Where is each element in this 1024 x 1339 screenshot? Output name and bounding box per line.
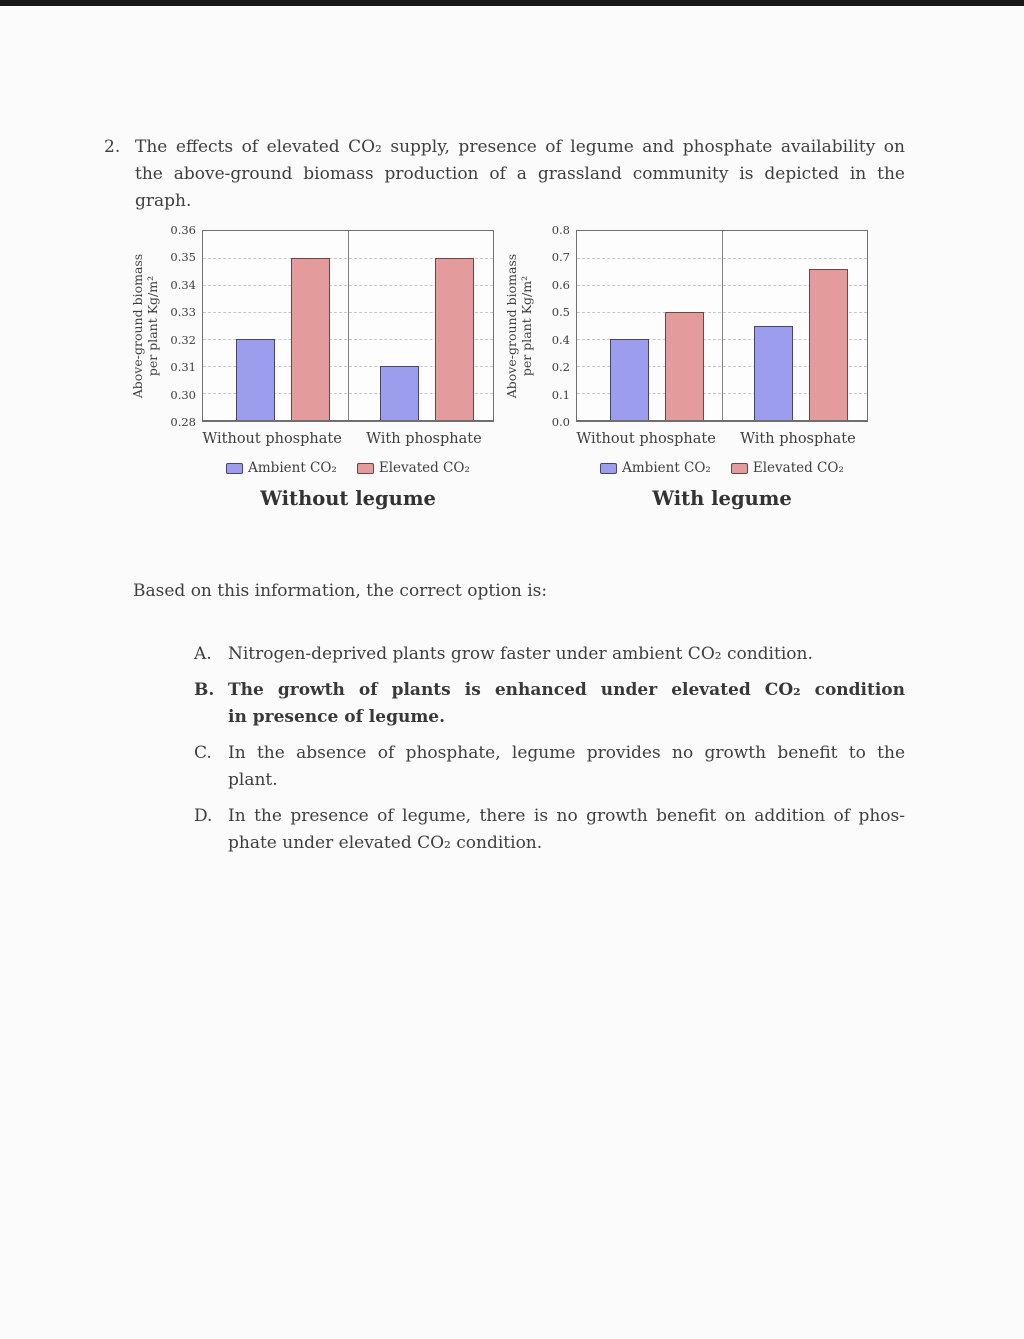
y-axis-ticks: 0.8 0.7 0.6 0.5 0.4 0.2 0.1 0.0 [536, 224, 576, 428]
option-d-letter: D. [194, 806, 213, 826]
y-tick-label: 0.8 [551, 223, 570, 237]
x-group-labels: Without phosphate With phosphate [202, 431, 494, 451]
group-divider-line [722, 231, 723, 420]
legend-item: Ambient CO₂ [226, 460, 337, 476]
bar-ambient-co2 [610, 339, 650, 420]
question-number: 2. [104, 137, 121, 157]
y-tick-label: 0.32 [170, 332, 196, 347]
bar-elevated-co2 [435, 258, 474, 420]
plot-area [202, 230, 494, 422]
legend-item: Elevated CO₂ [356, 460, 470, 476]
y-tick-label: 0.31 [170, 360, 196, 375]
y-tick-label: 0.2 [551, 360, 570, 375]
group-divider-line [348, 231, 349, 420]
y-tick-label: 0.36 [170, 223, 196, 237]
y-tick-label: 0.7 [551, 250, 570, 265]
y-axis-ticks: 0.36 0.35 0.34 0.33 0.32 0.31 0.30 0.28 [162, 224, 202, 428]
chart-title: With legume [652, 487, 792, 510]
y-tick-label: 0.4 [551, 332, 570, 347]
option-b: B. The growth of plants is enhanced unde… [194, 677, 905, 731]
stem-text: Based on this information, the correct o… [133, 581, 548, 601]
option-d: D. In the presence of legume, there is n… [194, 803, 905, 857]
legend-item: Elevated CO₂ [730, 460, 844, 476]
chart-without-legume: Above-ground biomass per plant Kg/m² 0.36 0… [128, 224, 494, 510]
y-axis-title-text: Above-ground biomass per plant Kg/m² [504, 253, 534, 399]
bar-ambient-co2 [236, 339, 276, 420]
option-c-text: In the absence of phosphate, legume prov… [228, 743, 905, 763]
legend: Ambient CO₂ Elevated CO₂ [576, 458, 868, 478]
chart-axes: Above-ground biomass per plant Kg/m² 0.36 0… [128, 224, 494, 428]
x-group-labels: Without phosphate With phosphate [576, 431, 868, 451]
y-tick-label: 0.35 [170, 250, 196, 265]
y-tick-label: 0.1 [551, 387, 570, 402]
legend-swatch [600, 462, 618, 474]
bar-ambient-co2 [379, 366, 419, 420]
legend: Ambient CO₂ Elevated CO₂ [202, 458, 494, 478]
y-tick-label: 0.0 [551, 415, 570, 429]
legend-label: Ambient CO₂ [622, 460, 711, 476]
y-tick-label: 0.34 [170, 277, 196, 292]
x-group-label: With phosphate [366, 431, 482, 447]
bar-elevated-co2 [665, 312, 705, 420]
chart-axes: Above-ground biomass per plant Kg/m² 0.8 0.… [502, 224, 868, 428]
y-axis-title-text: Above-ground biomass per plant Kg/m² [130, 253, 160, 399]
bar-elevated-co2 [809, 268, 848, 420]
y-tick-label: 0.6 [551, 277, 570, 292]
x-group-label: With phosphate [740, 431, 856, 447]
option-d-text: In the presence of legume, there is no g… [228, 806, 905, 826]
option-b-text: The growth of plants is enhanced under e… [228, 680, 905, 700]
legend-swatch [226, 462, 244, 474]
y-tick-label: 0.5 [551, 305, 570, 320]
y-axis-title: Above-ground biomass per plant Kg/m² [128, 230, 162, 422]
option-a-letter: A. [194, 644, 212, 664]
legend-label: Ambient CO₂ [248, 460, 337, 476]
option-b-letter: B. [194, 680, 215, 700]
question-block: 2. The effects of elevated CO₂ supply, p… [104, 134, 905, 215]
top-divider-bar [0, 0, 1024, 6]
y-tick-label: 0.33 [170, 305, 196, 320]
chart-title: Without legume [260, 487, 436, 510]
legend-swatch [730, 462, 748, 474]
option-b-text: in presence of legume. [228, 707, 446, 727]
x-group-label: Without phosphate [576, 431, 716, 447]
option-a-text: Nitrogen-deprived plants grow faster und… [228, 644, 813, 664]
question-text: The effects of elevated CO₂ supply, pres… [135, 134, 905, 215]
y-tick-label: 0.28 [170, 415, 196, 429]
option-a: A. Nitrogen-deprived plants grow faster … [194, 641, 905, 668]
question-line: The effects of elevated CO₂ supply, pres… [135, 137, 905, 157]
x-group-label: Without phosphate [202, 431, 342, 447]
legend-swatch [356, 462, 374, 474]
bar-ambient-co2 [753, 325, 793, 420]
question-line: the above-ground biomass production of a… [135, 164, 905, 184]
option-c: C. In the absence of phosphate, legume p… [194, 740, 905, 794]
chart-with-legume: Above-ground biomass per plant Kg/m² 0.8 0.… [502, 224, 868, 510]
plot-area [576, 230, 868, 422]
legend-item: Ambient CO₂ [600, 460, 711, 476]
figure-charts: Above-ground biomass per plant Kg/m² 0.36 0… [128, 224, 868, 510]
option-c-text: plant. [228, 770, 278, 790]
option-c-letter: C. [194, 743, 212, 763]
options-list: A. Nitrogen-deprived plants grow faster … [194, 641, 905, 857]
y-axis-title: Above-ground biomass per plant Kg/m² [502, 230, 536, 422]
y-tick-label: 0.30 [170, 387, 196, 402]
question-line: graph. [135, 191, 192, 211]
legend-label: Elevated CO₂ [378, 460, 470, 476]
option-d-text: phate under elevated CO₂ condition. [228, 833, 543, 853]
bar-elevated-co2 [291, 258, 331, 420]
legend-label: Elevated CO₂ [752, 460, 844, 476]
